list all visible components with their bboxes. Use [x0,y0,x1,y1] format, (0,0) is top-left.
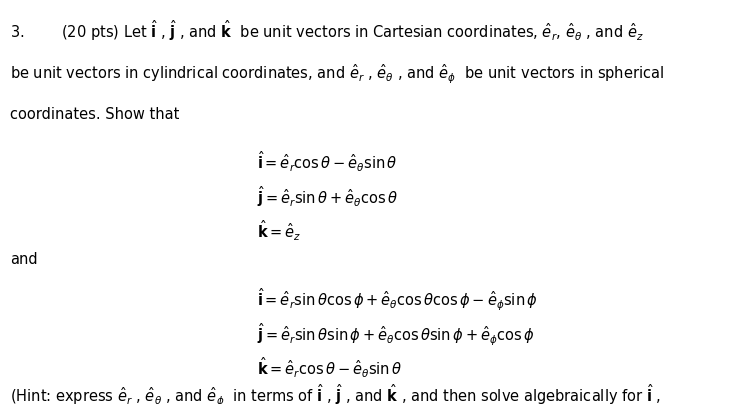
Text: $\hat{\mathbf{i}} = \hat{e}_r \cos\theta - \hat{e}_{\theta} \sin\theta$: $\hat{\mathbf{i}} = \hat{e}_r \cos\theta… [257,149,398,174]
Text: and: and [10,252,37,267]
Text: $\hat{\mathbf{k}} = \hat{e}_r \cos\theta - \hat{e}_{\theta} \sin\theta$: $\hat{\mathbf{k}} = \hat{e}_r \cos\theta… [257,356,403,380]
Text: $\hat{\mathbf{i}} = \hat{e}_r \sin\theta\cos\phi + \hat{e}_{\theta} \cos\theta\c: $\hat{\mathbf{i}} = \hat{e}_r \sin\theta… [257,287,539,313]
Text: coordinates. Show that: coordinates. Show that [10,107,179,122]
Text: 3.        (20 pts) Let $\hat{\mathbf{i}}$ , $\hat{\mathbf{j}}$ , and $\hat{\math: 3. (20 pts) Let $\hat{\mathbf{i}}$ , $\h… [10,18,644,43]
Text: $\hat{\mathbf{j}} = \hat{e}_r \sin\theta\sin\phi + \hat{e}_{\theta} \cos\theta\s: $\hat{\mathbf{j}} = \hat{e}_r \sin\theta… [257,321,535,347]
Text: (Hint: express $\hat{e}_r$ , $\hat{e}_{\theta}$ , and $\hat{e}_{\phi}$  in terms: (Hint: express $\hat{e}_r$ , $\hat{e}_{\… [10,383,661,404]
Text: $\hat{\mathbf{j}} = \hat{e}_r \sin\theta + \hat{e}_{\theta} \cos\theta$: $\hat{\mathbf{j}} = \hat{e}_r \sin\theta… [257,184,398,208]
Text: $\hat{\mathbf{k}} = \hat{e}_z$: $\hat{\mathbf{k}} = \hat{e}_z$ [257,218,302,243]
Text: be unit vectors in cylindrical coordinates, and $\hat{e}_r$ , $\hat{e}_{\theta}$: be unit vectors in cylindrical coordinat… [10,63,664,86]
